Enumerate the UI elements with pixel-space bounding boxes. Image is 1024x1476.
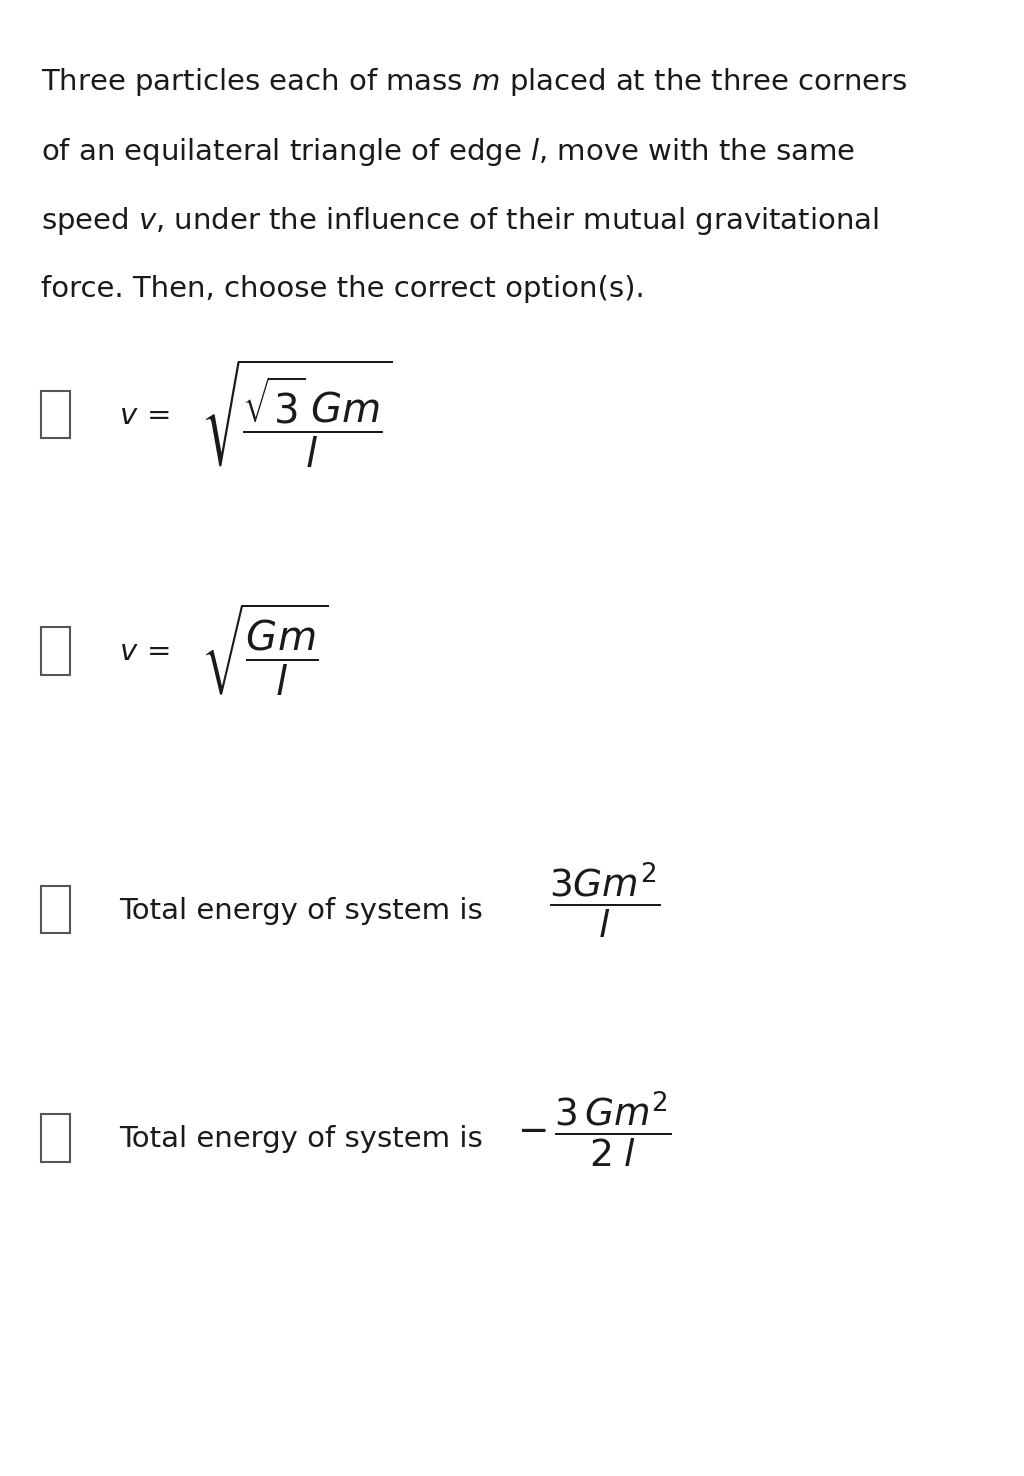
- Text: $\sqrt{\dfrac{Gm}{l}}$: $\sqrt{\dfrac{Gm}{l}}$: [202, 602, 329, 697]
- FancyBboxPatch shape: [41, 1114, 71, 1162]
- FancyBboxPatch shape: [41, 886, 71, 933]
- Text: Total energy of system is: Total energy of system is: [119, 897, 482, 924]
- FancyBboxPatch shape: [41, 627, 71, 675]
- Text: $\dfrac{3Gm^2}{l}$: $\dfrac{3Gm^2}{l}$: [549, 861, 660, 940]
- Text: Three particles each of mass $\it{m}$ placed at the three corners: Three particles each of mass $\it{m}$ pl…: [41, 66, 908, 99]
- Text: of an equilateral triangle of edge $\it{l}$, move with the same: of an equilateral triangle of edge $\it{…: [41, 136, 855, 168]
- Text: force. Then, choose the correct option(s).: force. Then, choose the correct option(s…: [41, 275, 645, 303]
- Text: $-\,\dfrac{3\,Gm^2}{2\;l}$: $-\,\dfrac{3\,Gm^2}{2\;l}$: [517, 1089, 672, 1169]
- Text: $v\,=$: $v\,=$: [119, 639, 170, 666]
- Text: $v\,=$: $v\,=$: [119, 403, 170, 430]
- Text: $\sqrt{\dfrac{\sqrt{3}\,Gm}{l}}$: $\sqrt{\dfrac{\sqrt{3}\,Gm}{l}}$: [202, 357, 393, 469]
- Text: speed $\it{v}$, under the influence of their mutual gravitational: speed $\it{v}$, under the influence of t…: [41, 205, 879, 238]
- Text: Total energy of system is: Total energy of system is: [119, 1126, 482, 1153]
- FancyBboxPatch shape: [41, 391, 71, 438]
